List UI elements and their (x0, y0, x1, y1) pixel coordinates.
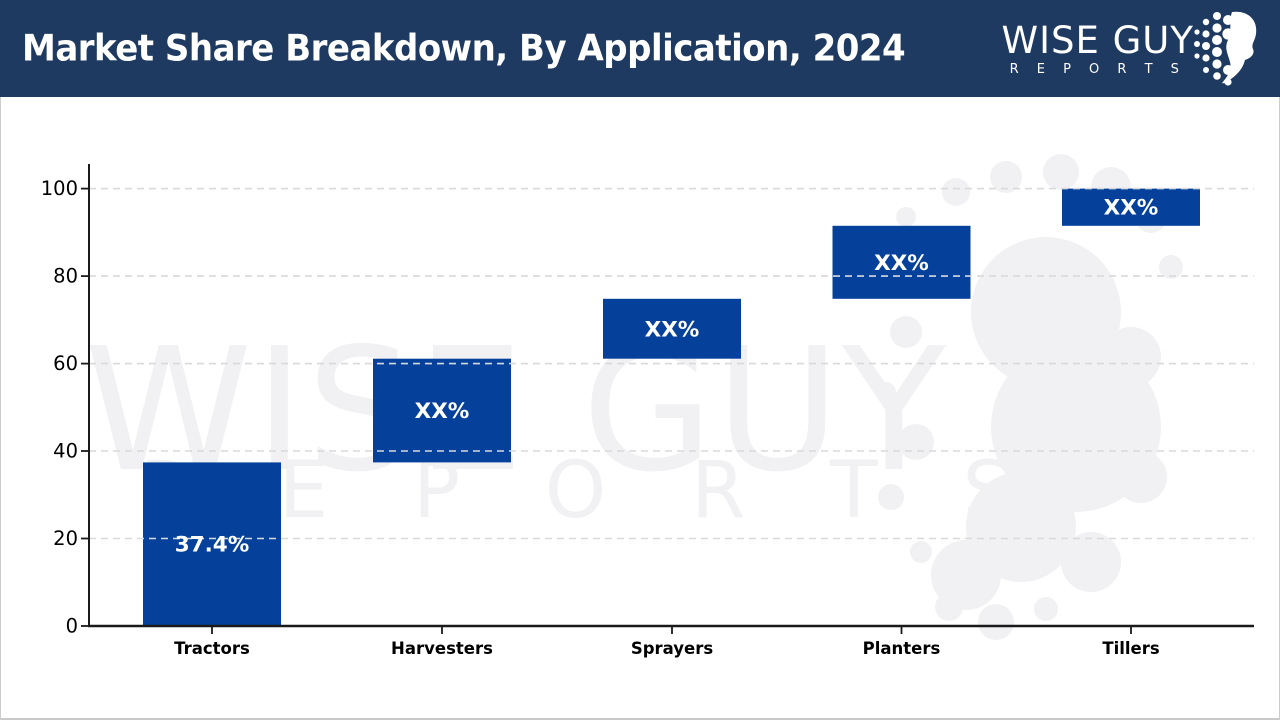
x-category-label: Tractors (174, 639, 250, 658)
x-category-label: Harvesters (391, 639, 493, 658)
bar-harvesters (373, 358, 511, 463)
chart-panel: WISE GUY R E P O R T S 0 20 40 60 80 100 Tract… (0, 97, 1280, 720)
bar-value-label: XX% (645, 317, 700, 342)
x-category-label: Planters (863, 639, 941, 658)
header: Market Share Breakdown, By Application, … (0, 0, 1280, 97)
plot-area: 0 20 40 60 80 100 Tractors Harvesters Sprayers Pl… (41, 164, 1254, 658)
wiseguy-face-icon (1194, 11, 1257, 86)
watermark-subtext: R E P O R T S (140, 446, 1042, 536)
logo-subtitle: R E P O R T S (1009, 61, 1186, 77)
y-tick-label: 20 (53, 527, 78, 550)
x-category-label: Tillers (1102, 639, 1160, 658)
bar-value-label: XX% (1104, 196, 1159, 221)
y-tick-label: 40 (53, 440, 78, 463)
y-tick-label: 60 (53, 352, 78, 375)
bar-planters (832, 225, 971, 299)
x-category-label: Sprayers (631, 639, 714, 658)
wiseguy-logo: WISE GUY R E P O R T S (1002, 10, 1262, 90)
watermark: WISE GUY R E P O R T S (84, 154, 1183, 640)
page-title: Market Share Breakdown, By Application, … (22, 27, 906, 70)
bar-tillers (1062, 188, 1200, 226)
logo-name: WISE GUY (1001, 19, 1194, 63)
bar-tractors (143, 462, 281, 626)
y-tick-label: 100 (41, 177, 78, 200)
bar-value-label: XX% (415, 399, 470, 424)
y-tick-label: 0 (66, 615, 78, 638)
bar-value-label: 37.4% (175, 533, 250, 558)
bar-value-label: XX% (874, 251, 929, 276)
y-tick-label: 80 (53, 265, 78, 288)
bar-sprayers (603, 298, 741, 359)
watermark-face-icon (869, 154, 1183, 640)
